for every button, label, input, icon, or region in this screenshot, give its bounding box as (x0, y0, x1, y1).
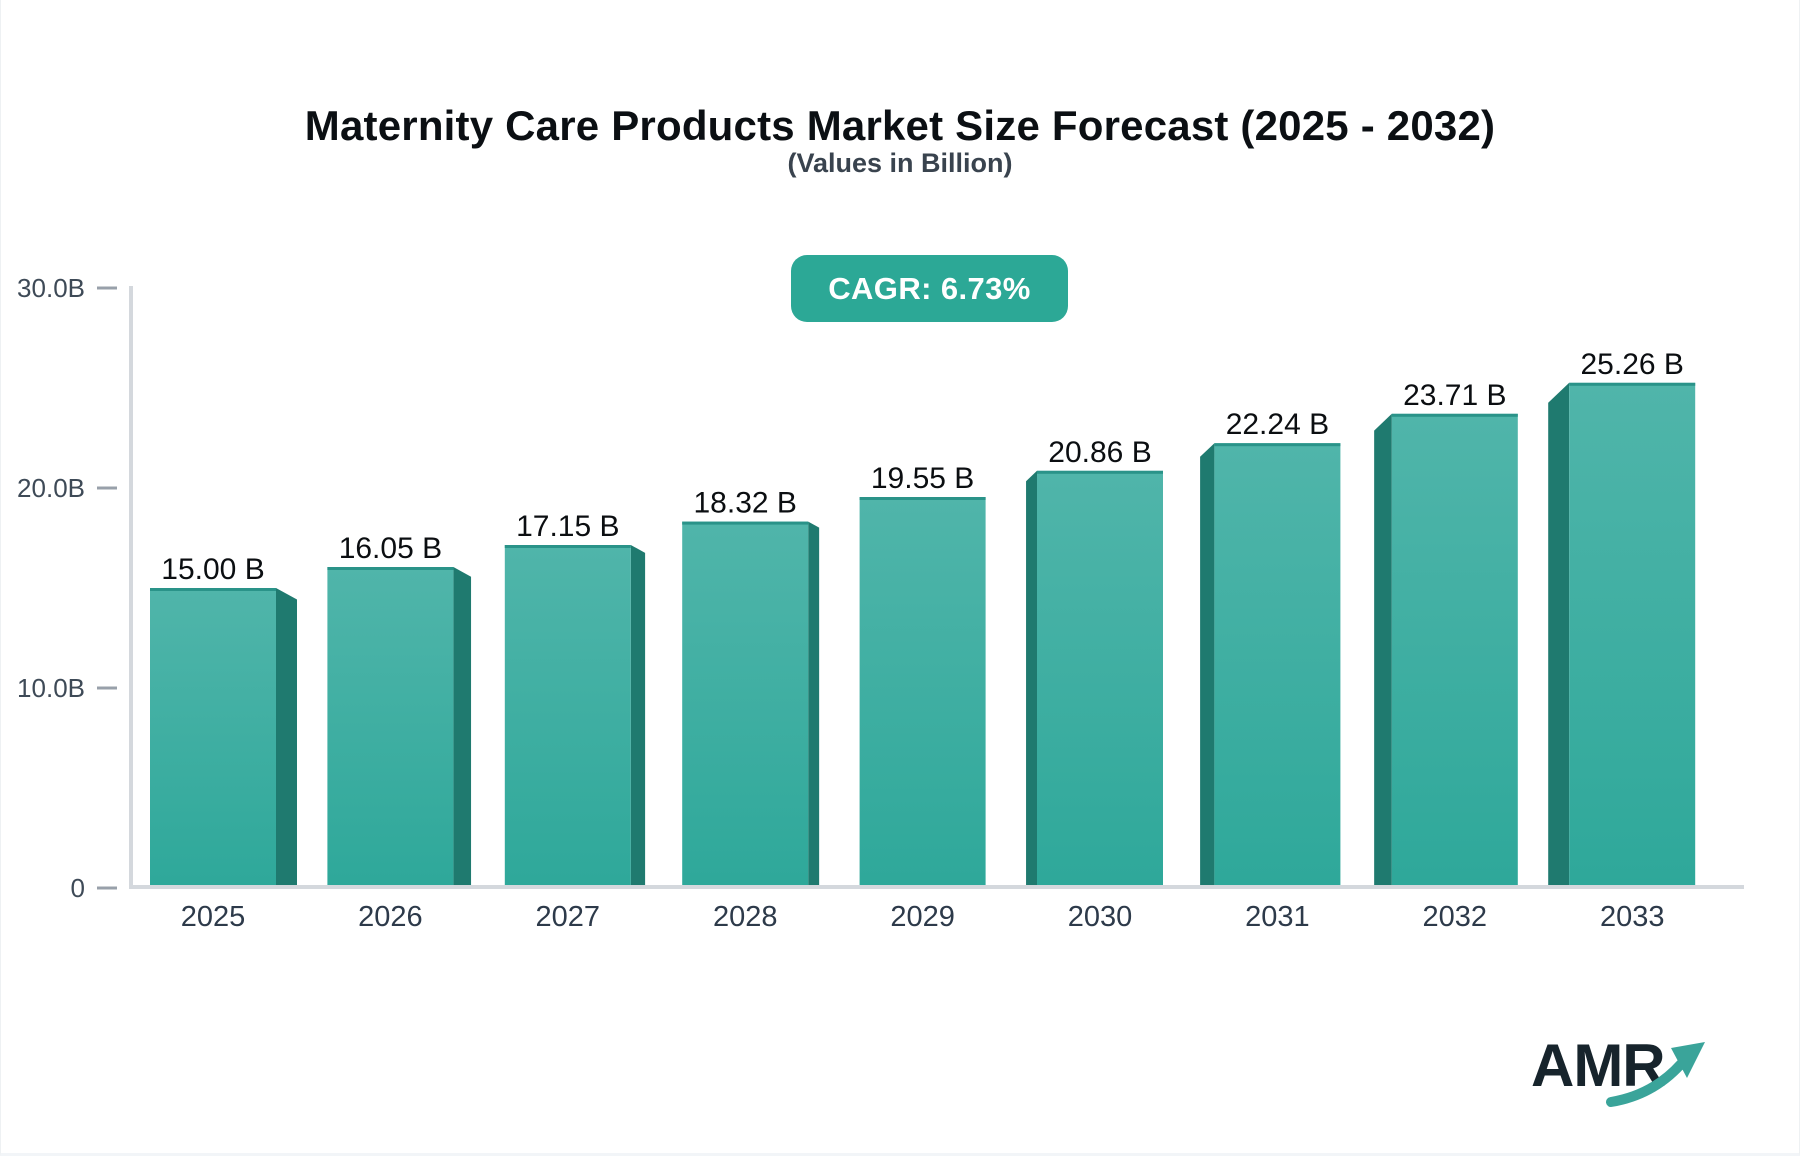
amr-logo: AMR (1531, 1032, 1705, 1107)
y-tick-label: 30.0B (17, 273, 85, 303)
bar-top-edge (1214, 443, 1341, 447)
bar-2025: 15.00 B 2025 (150, 553, 297, 933)
bar-front-face (682, 521, 809, 888)
bar-top-edge (682, 521, 809, 525)
bar-top-edge (1037, 470, 1163, 474)
bar-value-label: 22.24 B (1226, 408, 1329, 441)
y-tick-label: 20.0B (17, 473, 85, 503)
bar-front-face (1391, 413, 1518, 888)
bar-front-face (327, 567, 454, 888)
cagr-badge: CAGR: 6.73% (791, 255, 1068, 322)
bar-2032: 23.71 B 2032 (1374, 379, 1518, 933)
bar-front-face (859, 497, 986, 888)
x-axis-label: 2027 (536, 901, 601, 933)
x-axis-label: 2028 (713, 901, 778, 933)
x-axis-label: 2033 (1600, 901, 1665, 933)
y-tick-label: 10.0B (17, 673, 85, 703)
x-axis-label: 2032 (1423, 901, 1488, 933)
bar-side-face (276, 588, 297, 888)
bar-side-face (1200, 443, 1215, 888)
x-axis-label: 2031 (1245, 901, 1310, 933)
bar-2030: 20.86 B 2030 (1026, 436, 1163, 933)
bar-value-label: 16.05 B (339, 532, 442, 565)
bar-2027: 17.15 B 2027 (504, 510, 646, 933)
bar-front-face (1037, 470, 1163, 888)
bar-side-face (1026, 470, 1037, 888)
x-axis-label: 2026 (358, 901, 423, 933)
page-subtitle: (Values in Billion) (787, 148, 1013, 178)
bar-2029: 19.55 B 2029 (859, 462, 986, 933)
bar-side-face (453, 567, 472, 888)
bar-side-face (808, 521, 820, 888)
y-tick-label: 0 (71, 873, 85, 903)
bar-side-face (1548, 382, 1570, 888)
bar-top-edge (504, 545, 631, 548)
bar-front-face (1569, 382, 1696, 888)
x-axis-label: 2025 (181, 901, 246, 933)
bar-value-label: 25.26 B (1580, 348, 1683, 381)
bar-top-edge (859, 497, 986, 500)
bar-value-label: 17.15 B (516, 510, 619, 543)
bar-value-label: 18.32 B (693, 487, 796, 520)
bar-top-edge (1569, 382, 1696, 386)
bar-front-face (504, 545, 631, 888)
bar-2033: 25.26 B 2033 (1548, 348, 1696, 933)
bar-top-edge (327, 567, 454, 570)
bar-2028: 18.32 B 2028 (682, 487, 820, 933)
bar-value-label: 23.71 B (1403, 379, 1506, 412)
x-axis-label: 2030 (1068, 901, 1133, 933)
bar-top-edge (150, 588, 276, 591)
bar-value-label: 19.55 B (871, 462, 974, 495)
growth-arrow-icon (1606, 1042, 1705, 1107)
bar-side-face (630, 545, 646, 888)
bar-2031: 22.24 B 2031 (1200, 408, 1341, 933)
bar-front-face (150, 588, 276, 888)
bar-value-label: 15.00 B (161, 553, 264, 586)
bar-side-face (1374, 413, 1392, 888)
page-title: Maternity Care Products Market Size Fore… (304, 102, 1496, 149)
bar-front-face (1214, 443, 1341, 888)
bar-top-edge (1391, 413, 1518, 417)
x-axis-label: 2029 (890, 901, 955, 933)
bar-2026: 16.05 B 2026 (327, 532, 472, 933)
bar-value-label: 20.86 B (1048, 436, 1151, 469)
